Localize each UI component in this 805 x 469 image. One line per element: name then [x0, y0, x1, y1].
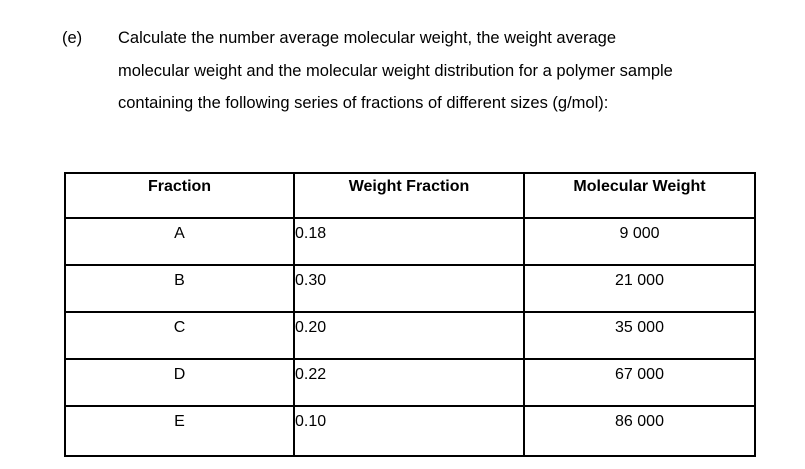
cell-fraction: A [64, 217, 295, 266]
table-row: C 0.20 35 000 [64, 311, 756, 360]
question-block: (e) Calculate the number average molecul… [62, 22, 762, 120]
cell-weight-fraction: 0.22 [293, 358, 525, 407]
cell-molecular-weight: 67 000 [523, 358, 756, 407]
table-header-row: Fraction Weight Fraction Molecular Weigh… [64, 172, 756, 219]
table-row: D 0.22 67 000 [64, 358, 756, 407]
cell-molecular-weight: 35 000 [523, 311, 756, 360]
question-line: molecular weight and the molecular weigh… [118, 61, 673, 80]
question-text: Calculate the number average molecular w… [118, 22, 762, 120]
fractions-table: Fraction Weight Fraction Molecular Weigh… [64, 172, 756, 457]
cell-molecular-weight: 9 000 [523, 217, 756, 266]
question-line: containing the following series of fract… [118, 94, 609, 112]
column-header-weight-fraction: Weight Fraction [293, 172, 525, 219]
table-row: B 0.30 21 000 [64, 264, 756, 313]
cell-fraction: D [64, 358, 295, 407]
cell-weight-fraction: 0.10 [293, 405, 525, 457]
cell-molecular-weight: 86 000 [523, 405, 756, 457]
cell-fraction: C [64, 311, 295, 360]
cell-weight-fraction: 0.30 [293, 264, 525, 313]
table-row: E 0.10 86 000 [64, 405, 756, 457]
cell-weight-fraction: 0.20 [293, 311, 525, 360]
cell-fraction: E [64, 405, 295, 457]
cell-molecular-weight: 21 000 [523, 264, 756, 313]
cell-weight-fraction: 0.18 [293, 217, 525, 266]
question-line: Calculate the number average molecular w… [118, 29, 617, 47]
table-row: A 0.18 9 000 [64, 217, 756, 266]
column-header-molecular-weight: Molecular Weight [523, 172, 756, 219]
question-label: (e) [62, 29, 83, 47]
column-header-fraction: Fraction [64, 172, 295, 219]
cell-fraction: B [64, 264, 295, 313]
